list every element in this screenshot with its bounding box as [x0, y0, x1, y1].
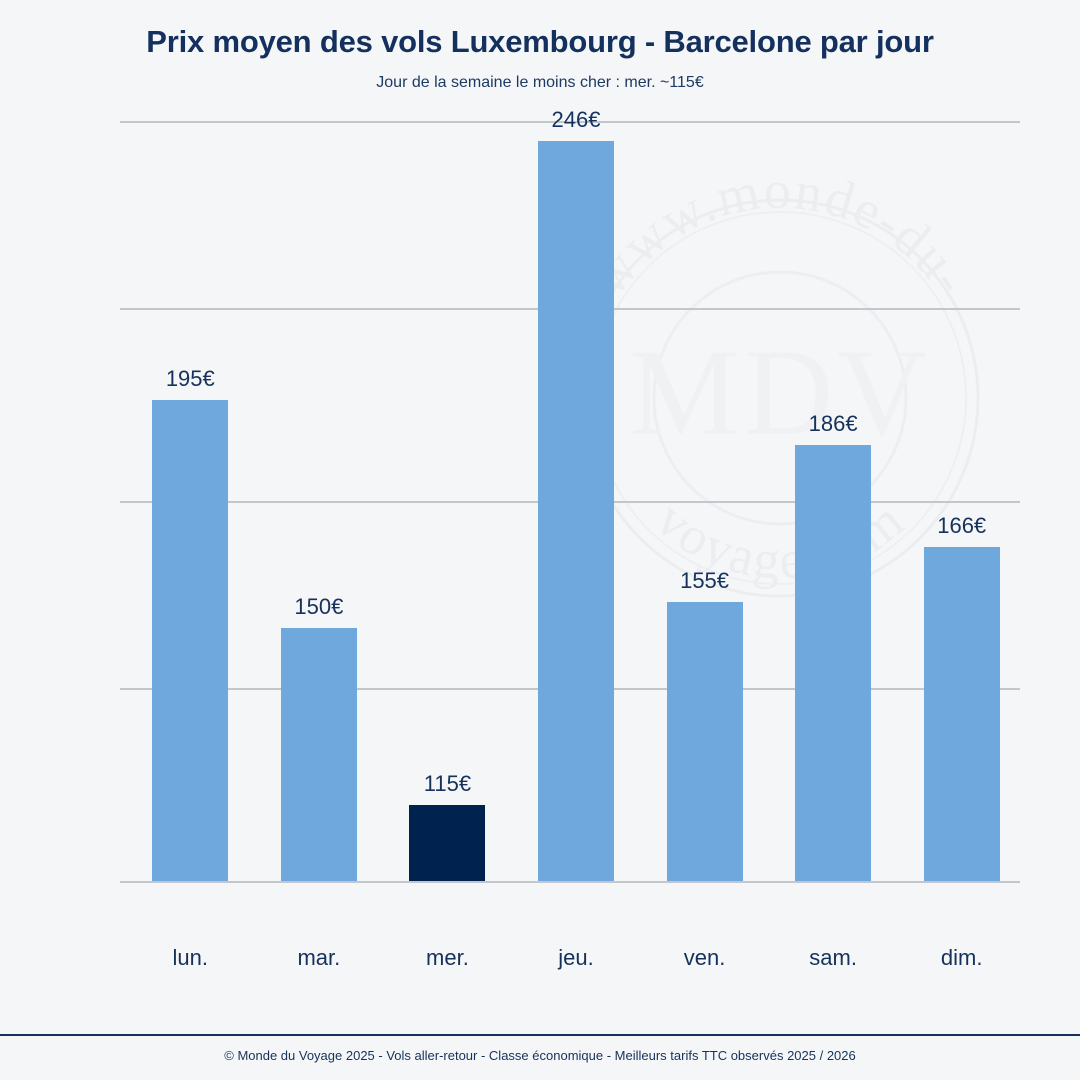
bar-dim[interactable]	[923, 546, 1000, 881]
bar-value-label: 186€	[808, 411, 858, 437]
bar-sam[interactable]	[795, 445, 872, 881]
bar-value-label: 246€	[551, 107, 601, 133]
plot-area: 250€213€175€138€100€ 195€150€115€246€155…	[120, 107, 1020, 883]
footer-divider	[0, 1034, 1080, 1036]
x-axis-label-jeu: jeu.	[558, 945, 594, 970]
bar-ven[interactable]	[666, 602, 743, 881]
chart-title: Prix moyen des vols Luxembourg - Barcelo…	[146, 24, 934, 59]
bar-value-label: 150€	[294, 593, 344, 619]
bar-mer[interactable]	[409, 805, 486, 881]
gridline	[120, 881, 1020, 883]
x-axis-label-mar: mar.	[297, 945, 341, 970]
bar-value-label: 195€	[165, 365, 215, 391]
bar-value-label: 166€	[937, 512, 987, 538]
chart-subtitle: Jour de la semaine le moins cher : mer. …	[376, 74, 704, 91]
bar-value-label: 155€	[680, 568, 730, 594]
x-axis-label-mer: mer.	[426, 945, 469, 970]
x-axis-label-sam: sam.	[809, 945, 857, 970]
x-axis-label-lun: lun.	[172, 945, 209, 970]
bars-layer: 195€ 150€ 115€ 246€ 155€ 186€ 166€	[120, 107, 1020, 881]
gridline	[120, 121, 1020, 123]
bar-mar[interactable]	[280, 627, 357, 881]
bar-value-label: 115€	[423, 771, 472, 796]
footer-caption: © Monde du Voyage 2025 - Vols aller-reto…	[224, 1048, 856, 1063]
x-axis-label-ven: ven.	[683, 945, 726, 970]
x-axis-labels: lun. mar. mer. jeu. ven. sam. dim.	[120, 945, 1020, 985]
bar-lun[interactable]	[152, 399, 229, 881]
bar-jeu[interactable]	[538, 141, 614, 881]
x-axis-label-dim: dim.	[940, 945, 983, 970]
